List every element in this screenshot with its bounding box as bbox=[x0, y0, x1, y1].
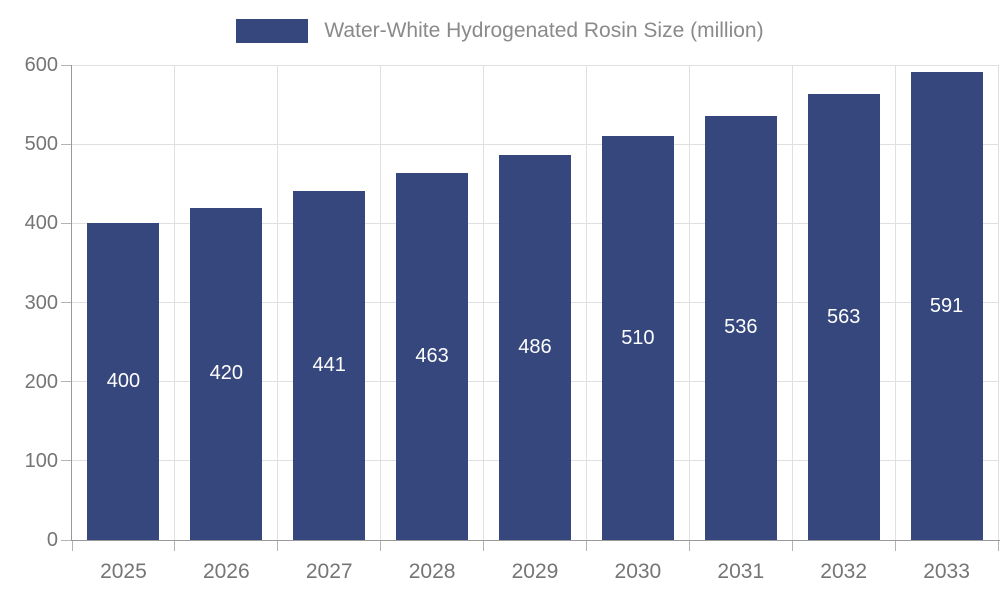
x-axis-tick-label: 2027 bbox=[305, 560, 353, 583]
y-axis-tick-label: 600 bbox=[24, 54, 58, 76]
x-tick bbox=[894, 541, 896, 551]
y-axis-line bbox=[71, 65, 72, 540]
y-tick bbox=[61, 64, 71, 66]
legend-swatch-icon bbox=[236, 19, 309, 43]
plot-area: 0 100 200 300 400 500 600 400 2025 420 2026 441 2027… bbox=[25, 54, 1000, 583]
y-axis-tick-label: 100 bbox=[24, 449, 58, 472]
x-axis-tick-label: 2033 bbox=[923, 560, 970, 583]
gridline-v bbox=[483, 65, 485, 540]
legend-label: Water-White Hydrogenated Rosin Size (mil… bbox=[324, 19, 764, 42]
bar-2026[interactable]: 420 bbox=[190, 207, 263, 540]
bar-2032[interactable]: 563 bbox=[807, 94, 880, 540]
bar-value-label: 463 bbox=[415, 345, 449, 368]
x-axis-tick-label: 2030 bbox=[614, 560, 662, 583]
x-tick bbox=[380, 541, 382, 551]
gridline-v bbox=[174, 65, 176, 540]
y-axis-tick-label: 200 bbox=[24, 370, 58, 393]
gridline-h bbox=[72, 143, 998, 145]
x-axis-tick-label: 2031 bbox=[717, 560, 765, 583]
bar-value-label: 510 bbox=[621, 326, 655, 349]
bar-2028[interactable]: 463 bbox=[396, 173, 469, 540]
bar-2031[interactable]: 536 bbox=[704, 115, 777, 540]
x-tick bbox=[277, 541, 279, 551]
x-axis-tick-label: 2029 bbox=[511, 560, 559, 583]
x-tick bbox=[688, 541, 690, 551]
y-tick bbox=[61, 143, 71, 145]
y-tick bbox=[61, 539, 71, 541]
gridline-h bbox=[72, 64, 998, 66]
x-axis-line bbox=[71, 540, 1000, 541]
gridline-v bbox=[688, 65, 690, 540]
x-tick bbox=[71, 541, 73, 551]
x-tick bbox=[791, 541, 793, 551]
bar-2029[interactable]: 486 bbox=[498, 155, 571, 540]
gridline-v bbox=[585, 65, 587, 540]
bar-2027[interactable]: 441 bbox=[293, 190, 366, 540]
y-axis-tick-label: 300 bbox=[24, 291, 58, 314]
x-axis-tick-label: 2025 bbox=[100, 560, 147, 583]
y-axis-tick-label: 400 bbox=[24, 212, 58, 235]
x-tick bbox=[585, 541, 587, 551]
x-axis-tick-label: 2032 bbox=[820, 560, 868, 583]
gridline-v bbox=[894, 65, 896, 540]
y-tick bbox=[61, 222, 71, 224]
y-tick bbox=[61, 460, 71, 462]
gridline-v bbox=[997, 65, 999, 540]
y-tick bbox=[61, 302, 71, 303]
y-axis-tick-label: 500 bbox=[24, 133, 58, 156]
bar-2025[interactable]: 400 bbox=[87, 223, 160, 540]
bar-value-label: 441 bbox=[312, 353, 346, 376]
bar-value-label: 400 bbox=[106, 370, 141, 393]
x-tick bbox=[483, 541, 485, 551]
bar-value-label: 536 bbox=[724, 316, 758, 339]
legend[interactable]: Water-White Hydrogenated Rosin Size (mil… bbox=[0, 19, 1000, 43]
bar-value-label: 563 bbox=[826, 305, 861, 328]
bar-value-label: 420 bbox=[209, 362, 243, 385]
x-axis-tick-label: 2026 bbox=[202, 560, 250, 583]
y-tick bbox=[61, 381, 71, 383]
gridline-v bbox=[277, 65, 279, 540]
gridline-v bbox=[791, 65, 793, 540]
x-axis-tick-label: 2028 bbox=[408, 560, 456, 583]
x-tick bbox=[174, 541, 176, 551]
bar-2030[interactable]: 510 bbox=[601, 136, 674, 540]
y-axis-tick-label: 0 bbox=[46, 529, 58, 551]
bar-2033[interactable]: 591 bbox=[910, 72, 983, 540]
x-tick bbox=[997, 541, 999, 551]
gridline-v bbox=[380, 65, 382, 540]
bar-value-label: 486 bbox=[518, 336, 552, 359]
bar-value-label: 591 bbox=[929, 294, 964, 317]
